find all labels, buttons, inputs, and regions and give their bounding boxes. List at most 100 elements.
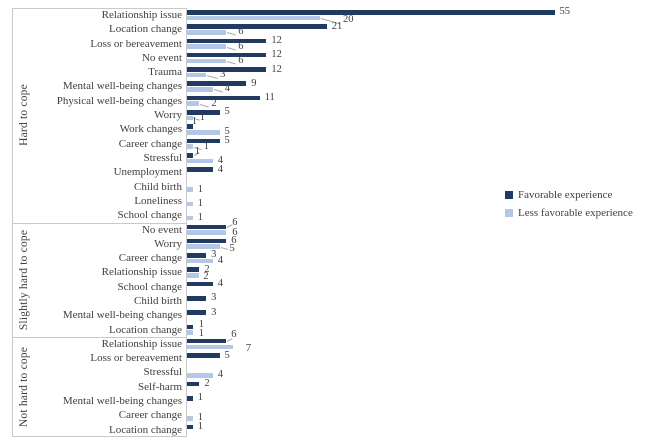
bar-row: Career change 3 4 xyxy=(12,249,658,266)
bar-row-label: Location change xyxy=(109,23,182,36)
bar-value-label: 5 xyxy=(224,134,230,146)
bar-value-label: 2 xyxy=(204,263,210,275)
less-favorable-bar xyxy=(186,416,193,421)
leader-line xyxy=(227,32,236,36)
bar-value-label: 3 xyxy=(211,249,217,261)
bar-value-label: 55 xyxy=(559,6,571,18)
bar-row-bars: 3 xyxy=(186,293,658,308)
favorable-bar xyxy=(186,152,193,158)
bar-row-label: Loss or bereavement xyxy=(90,37,182,50)
less-favorable-bar xyxy=(186,58,227,64)
bar-row-label: Relationship issue xyxy=(101,337,182,350)
category-group-label: Slightly hard to cope xyxy=(18,229,30,330)
less-favorable-bar xyxy=(186,158,213,164)
less-favorable-bar xyxy=(186,244,220,250)
bar-row-bars: 21 6 xyxy=(186,20,658,37)
favorable-bar xyxy=(186,396,193,401)
bar-value-label: 6 xyxy=(238,54,244,66)
bar-row-bars: 1 xyxy=(186,194,658,209)
category-group: Slightly hard to cope No event 6 6 Worry 6 5 Ca… xyxy=(12,217,658,338)
bar-row-bars: 12 3 xyxy=(186,64,658,81)
bar-value-label: 21 xyxy=(331,20,343,32)
bar-row: Worry 5 1 xyxy=(12,107,658,124)
bar-row-label: Loneliness xyxy=(134,194,182,207)
bar-row-bars: 1 xyxy=(186,180,658,194)
category-axis-separator xyxy=(12,336,186,338)
bar-row: Stressful 4 xyxy=(12,365,658,381)
less-favorable-bar xyxy=(186,201,193,207)
bar-row-label: Worry xyxy=(154,109,182,122)
bar-row: Career change 1 xyxy=(12,408,658,423)
leader-line xyxy=(200,103,210,108)
bar-value-label: 1 xyxy=(194,146,200,158)
less-favorable-bar xyxy=(186,273,200,278)
favorable-bar xyxy=(186,224,227,230)
bar-row: Location change 21 6 xyxy=(12,20,658,37)
bar-row-label: Location change xyxy=(109,323,182,336)
bar-row-bars: 3 xyxy=(186,307,658,322)
bar-value-label: 1 xyxy=(191,115,197,127)
bar-row: No event 6 6 xyxy=(12,217,658,238)
favorable-bar xyxy=(186,167,213,172)
bar-row: Loss or bereavement 5 xyxy=(12,349,658,365)
category-axis-line xyxy=(12,8,13,437)
favorable-bar xyxy=(186,10,555,15)
bar-row: Self-harm 2 xyxy=(12,378,658,394)
bar-row-label: Work changes xyxy=(119,123,182,136)
bar-row: Mental well-being changes 9 4 xyxy=(12,78,658,94)
favorable-bar xyxy=(186,38,267,44)
less-favorable-bar xyxy=(186,215,193,221)
favorable-bar xyxy=(186,95,260,101)
bar-row-label: Loss or bereavement xyxy=(90,352,182,365)
less-favorable-bar xyxy=(186,101,200,107)
bar-row: No event 12 6 xyxy=(12,49,658,66)
bar-value-label: 1 xyxy=(197,392,203,404)
bar-value-label: 20 xyxy=(343,14,354,25)
category-axis-separator xyxy=(12,8,186,9)
bar-value-label: 12 xyxy=(271,34,282,46)
bar-row: Physical well-being changes 11 2 xyxy=(12,92,658,108)
bar-row-label: Worry xyxy=(154,237,182,250)
bar-value-label: 6 xyxy=(231,235,237,247)
bar-row-label: Mental well-being changes xyxy=(62,395,182,408)
bar-value-label: 6 xyxy=(238,40,244,52)
bar-row-label: Relationship issue xyxy=(101,266,182,279)
bar-row-bars: 4 xyxy=(186,278,658,294)
favorable-bar xyxy=(186,253,207,258)
less-favorable-bar xyxy=(186,115,193,121)
bar-value-label: 5 xyxy=(229,242,235,254)
bar-row-bars: 12 6 xyxy=(186,49,658,66)
less-favorable-bar xyxy=(186,72,207,78)
bar-value-label: 5 xyxy=(224,349,230,361)
bar-row-bars: 12 6 xyxy=(186,34,658,52)
bar-value-label: 7 xyxy=(245,342,252,354)
bar-row: Mental well-being changes 1 xyxy=(12,392,658,408)
bar-value-label: 1 xyxy=(199,112,205,124)
category-axis-separator xyxy=(12,222,186,224)
favorable-bar xyxy=(186,67,267,72)
leader-line xyxy=(220,246,228,250)
bar-value-label: 6 xyxy=(232,226,238,238)
bar-row: Mental well-being changes 3 xyxy=(12,307,658,322)
bar-value-label: 3 xyxy=(220,69,226,81)
bar-value-label: 4 xyxy=(217,369,224,381)
favorable-bar xyxy=(186,381,200,387)
bar-value-label: 1 xyxy=(197,183,203,195)
bar-row-label: Stressful xyxy=(143,366,183,379)
bar-row-label: Mental well-being changes xyxy=(62,309,182,322)
bar-row: Loss or bereavement 12 6 xyxy=(12,34,658,52)
favorable-bar xyxy=(186,110,220,115)
bar-row: Loneliness 1 xyxy=(12,194,658,209)
bar-row: Relationship issue 2 2 xyxy=(12,263,658,282)
category-group-label: Not hard to cope xyxy=(18,346,30,428)
category-axis-separator xyxy=(12,436,186,437)
bar-row-bars: 4 xyxy=(186,365,658,381)
bar-row-bars: 1 xyxy=(186,408,658,423)
bar-row-label: School change xyxy=(117,280,182,293)
less-favorable-bar xyxy=(186,187,193,192)
